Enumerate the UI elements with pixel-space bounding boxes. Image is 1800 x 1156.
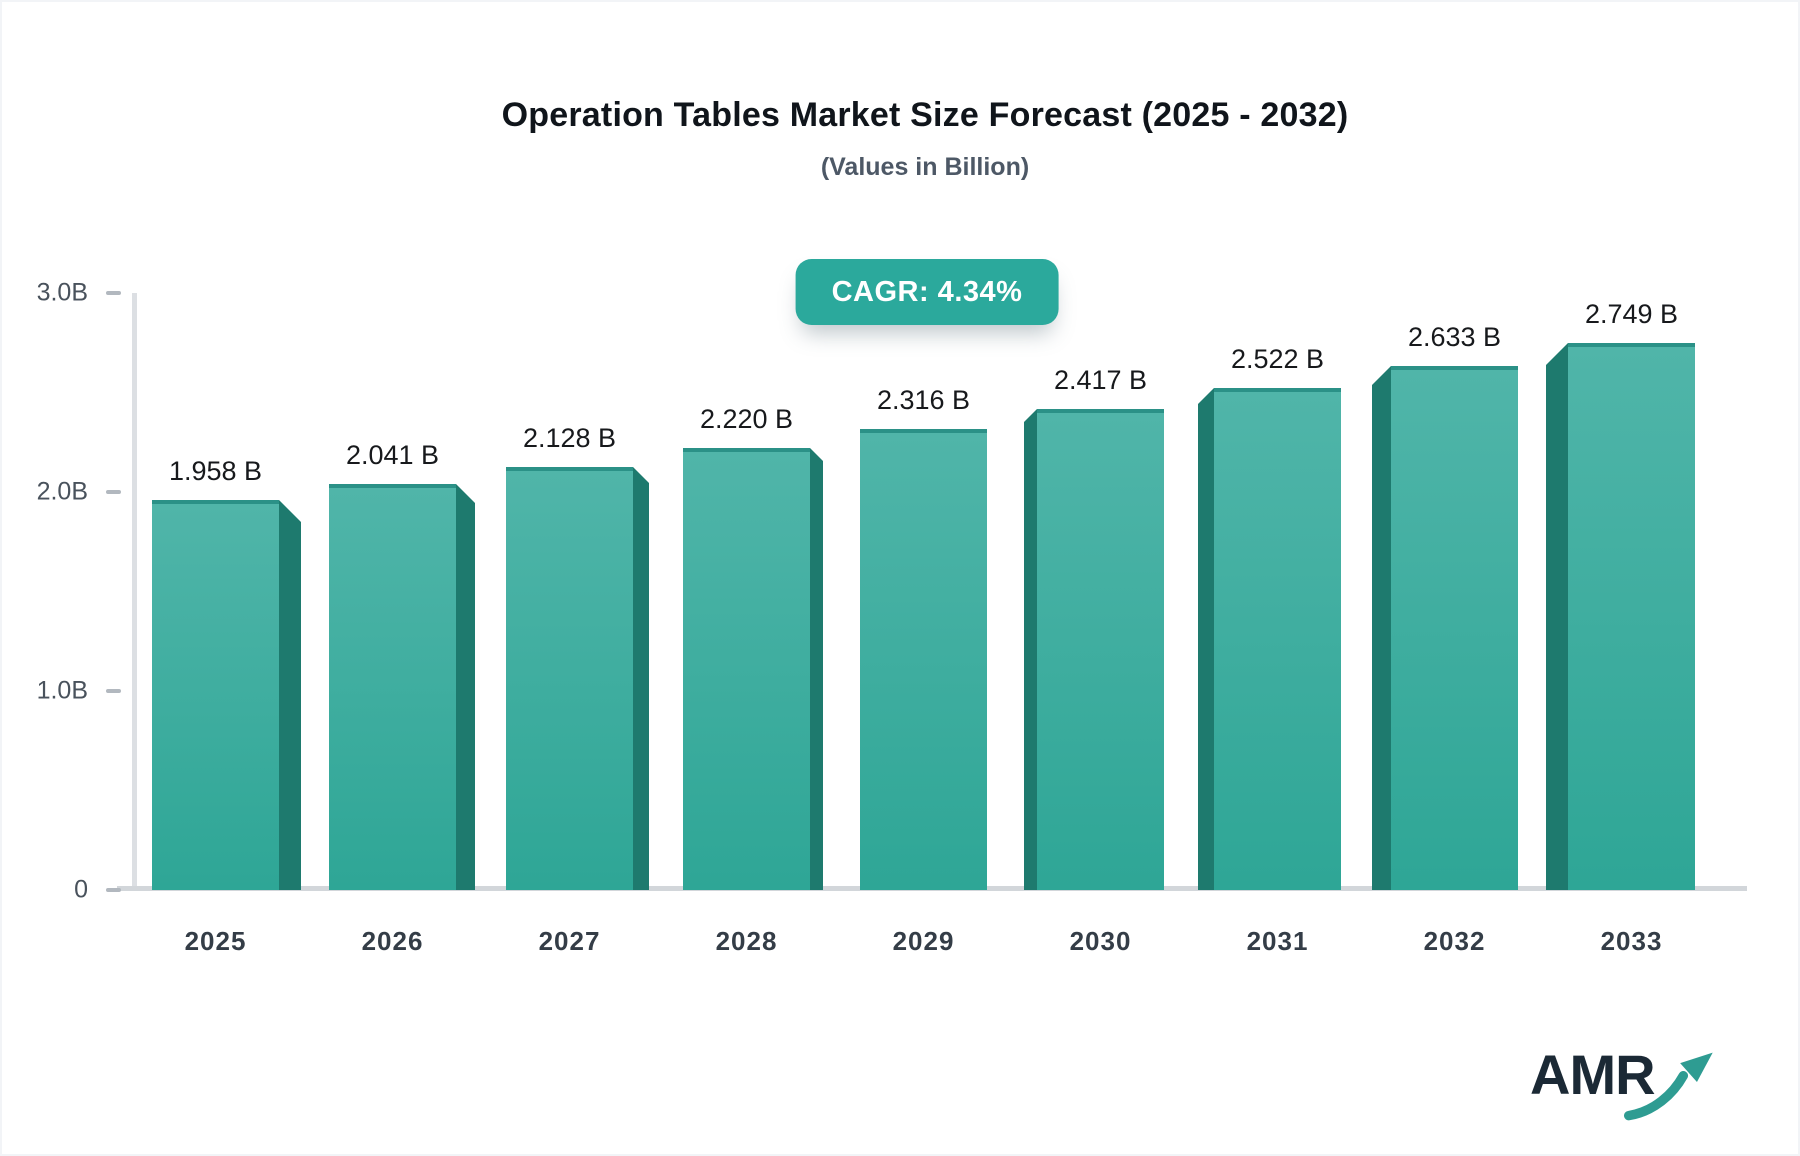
bar-side-3d-2025 xyxy=(279,500,301,890)
bar-side-3d-2030 xyxy=(1024,409,1037,890)
amr-logo: AMR xyxy=(1530,1036,1730,1126)
bar-value-label: 2.749 B xyxy=(1584,299,1679,329)
bar-value-label: 2.316 B xyxy=(876,385,971,415)
x-axis-label-2031: 2031 xyxy=(1246,926,1309,956)
bar-value-label: 2.041 B xyxy=(345,440,440,470)
bar-side-3d-2033 xyxy=(1546,343,1568,890)
bar-value-label: 2.128 B xyxy=(522,423,617,453)
amr-logo-text: AMR xyxy=(1530,1043,1656,1106)
bar-face-2030 xyxy=(1037,409,1164,890)
y-axis-tick-label: 0 xyxy=(74,875,88,904)
y-axis-tick-label: 2.0B xyxy=(36,477,88,506)
bar-side-3d-2027 xyxy=(633,467,649,890)
bar-face-2026 xyxy=(329,484,456,890)
bar-value-label: 2.220 B xyxy=(699,404,794,434)
y-axis-tick-mark xyxy=(106,888,121,892)
bar-face-2028 xyxy=(683,448,810,890)
y-axis-tick-label: 3.0B xyxy=(36,278,88,307)
x-axis-label-2033: 2033 xyxy=(1600,926,1663,956)
bar-value-label: 1.958 B xyxy=(168,456,263,486)
bar-face-2033 xyxy=(1568,343,1695,890)
bar-value-label: 2.417 B xyxy=(1053,365,1148,395)
x-axis-label-2030: 2030 xyxy=(1069,926,1132,956)
y-axis-tick-mark xyxy=(106,490,121,494)
bar-face-2029 xyxy=(860,429,987,890)
chart-title: Operation Tables Market Size Forecast (2… xyxy=(501,96,1349,134)
y-axis-tick-label: 1.0B xyxy=(36,676,88,705)
x-axis-label-2028: 2028 xyxy=(715,926,778,956)
bar-face-2025 xyxy=(152,500,279,890)
y-axis-tick-mark xyxy=(106,689,121,693)
growth-arrow-icon xyxy=(1623,1052,1713,1121)
bar-side-3d-2028 xyxy=(810,448,823,890)
y-axis-tick-mark xyxy=(106,291,121,295)
bar-value-label: 2.522 B xyxy=(1230,344,1325,374)
chart-header: Operation Tables Market Size Forecast (2… xyxy=(62,96,1788,182)
bar-value-label: 2.633 B xyxy=(1407,322,1502,352)
bar-side-3d-2026 xyxy=(456,484,475,890)
bar-face-2032 xyxy=(1391,366,1518,890)
bar-side-3d-2032 xyxy=(1372,366,1391,890)
x-axis-label-2026: 2026 xyxy=(361,926,424,956)
x-axis-label-2032: 2032 xyxy=(1423,926,1486,956)
x-axis-label-2029: 2029 xyxy=(892,926,955,956)
bar-face-2031 xyxy=(1214,388,1341,890)
x-axis-label-2027: 2027 xyxy=(538,926,601,956)
cagr-badge: CAGR: 4.34% xyxy=(795,259,1059,325)
bar-face-2027 xyxy=(506,467,633,890)
y-axis-line xyxy=(132,293,137,890)
x-axis-label-2025: 2025 xyxy=(184,926,247,956)
chart-subtitle: (Values in Billion) xyxy=(820,153,1030,181)
bar-side-3d-2031 xyxy=(1198,388,1214,890)
